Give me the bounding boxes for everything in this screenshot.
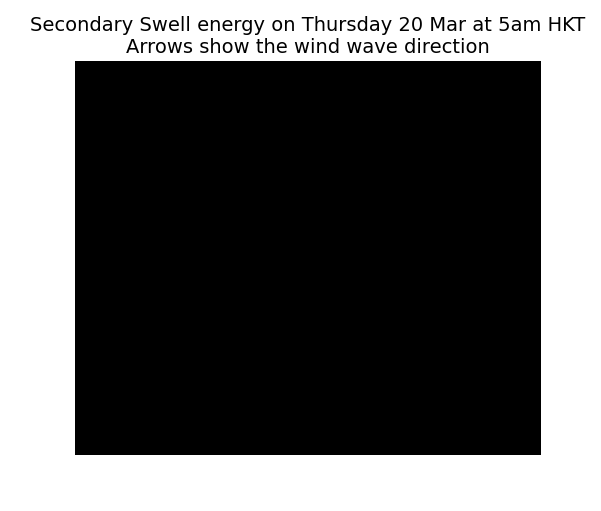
Title: Secondary Swell energy on Thursday 20 Mar at 5am HKT
Arrows show the wind wave d: Secondary Swell energy on Thursday 20 Ma… xyxy=(31,16,585,57)
